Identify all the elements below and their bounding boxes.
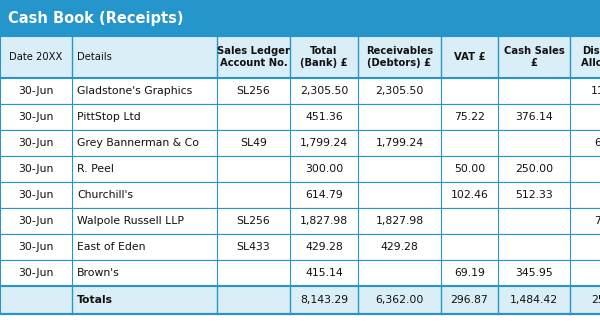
Text: Gladstone's Graphics: Gladstone's Graphics [77, 86, 192, 96]
Text: SL256: SL256 [236, 86, 271, 96]
Text: 72.45: 72.45 [595, 216, 600, 226]
Text: 1,827.98: 1,827.98 [300, 216, 348, 226]
Text: 50.00: 50.00 [454, 164, 485, 174]
Bar [0, 156, 600, 182]
Text: East of Eden: East of Eden [77, 242, 146, 252]
Text: Discounts
Allowed  £: Discounts Allowed £ [581, 46, 600, 68]
Text: 102.46: 102.46 [451, 190, 488, 200]
Text: Cash Book (Receipts): Cash Book (Receipts) [8, 11, 184, 25]
Text: 1,799.24: 1,799.24 [300, 138, 348, 148]
Text: 30-Jun: 30-Jun [19, 242, 53, 252]
Text: SL49: SL49 [240, 138, 267, 148]
Text: SL433: SL433 [236, 242, 271, 252]
Text: Details: Details [77, 52, 112, 62]
Text: Receivables
(Debtors) £: Receivables (Debtors) £ [366, 46, 433, 68]
Text: 429.28: 429.28 [305, 242, 343, 252]
Bar [0, 104, 600, 130]
Text: 429.28: 429.28 [380, 242, 418, 252]
Text: SL256: SL256 [236, 216, 271, 226]
Text: 30-Jun: 30-Jun [19, 138, 53, 148]
Text: 30-Jun: 30-Jun [19, 86, 53, 96]
Text: 8,143.29: 8,143.29 [300, 295, 348, 305]
Text: 115.25: 115.25 [591, 86, 600, 96]
Bar [0, 286, 600, 314]
Bar [0, 0, 600, 36]
Text: Cash Sales
£: Cash Sales £ [503, 46, 565, 68]
Text: 2,305.50: 2,305.50 [300, 86, 348, 96]
Bar [0, 0, 600, 36]
Text: 69.78: 69.78 [595, 138, 600, 148]
Text: Walpole Russell LLP: Walpole Russell LLP [77, 216, 184, 226]
Bar [0, 208, 600, 234]
Text: 1,799.24: 1,799.24 [376, 138, 424, 148]
Text: 345.95: 345.95 [515, 268, 553, 278]
Text: 30-Jun: 30-Jun [19, 268, 53, 278]
Text: VAT £: VAT £ [454, 52, 485, 62]
Bar [0, 182, 600, 208]
Text: Total
(Bank) £: Total (Bank) £ [300, 46, 348, 68]
Text: 296.87: 296.87 [451, 295, 488, 305]
Text: PittStop Ltd: PittStop Ltd [77, 112, 141, 122]
Bar [0, 130, 600, 156]
Text: 30-Jun: 30-Jun [19, 164, 53, 174]
Text: 30-Jun: 30-Jun [19, 216, 53, 226]
Text: 300.00: 300.00 [305, 164, 343, 174]
Text: Grey Bannerman & Co: Grey Bannerman & Co [77, 138, 199, 148]
Bar [0, 78, 600, 104]
Text: R. Peel: R. Peel [77, 164, 114, 174]
Text: 30-Jun: 30-Jun [19, 112, 53, 122]
Text: Date 20XX: Date 20XX [10, 52, 62, 62]
Text: 614.79: 614.79 [305, 190, 343, 200]
Text: 75.22: 75.22 [454, 112, 485, 122]
Text: 376.14: 376.14 [515, 112, 553, 122]
Bar [0, 234, 600, 260]
Bar [0, 36, 600, 78]
Text: 2,305.50: 2,305.50 [376, 86, 424, 96]
Text: 512.33: 512.33 [515, 190, 553, 200]
Text: 1,827.98: 1,827.98 [376, 216, 424, 226]
Text: 69.19: 69.19 [454, 268, 485, 278]
Text: 451.36: 451.36 [305, 112, 343, 122]
Text: Totals: Totals [77, 295, 113, 305]
Text: 415.14: 415.14 [305, 268, 343, 278]
Bar [0, 260, 600, 286]
Text: 250.00: 250.00 [515, 164, 553, 174]
Text: 30-Jun: 30-Jun [19, 190, 53, 200]
Text: Sales Ledger
Account No.: Sales Ledger Account No. [217, 46, 290, 68]
Text: 6,362.00: 6,362.00 [376, 295, 424, 305]
Text: 257.48: 257.48 [591, 295, 600, 305]
Text: Churchill's: Churchill's [77, 190, 133, 200]
Text: Brown's: Brown's [77, 268, 120, 278]
Text: 1,484.42: 1,484.42 [510, 295, 558, 305]
